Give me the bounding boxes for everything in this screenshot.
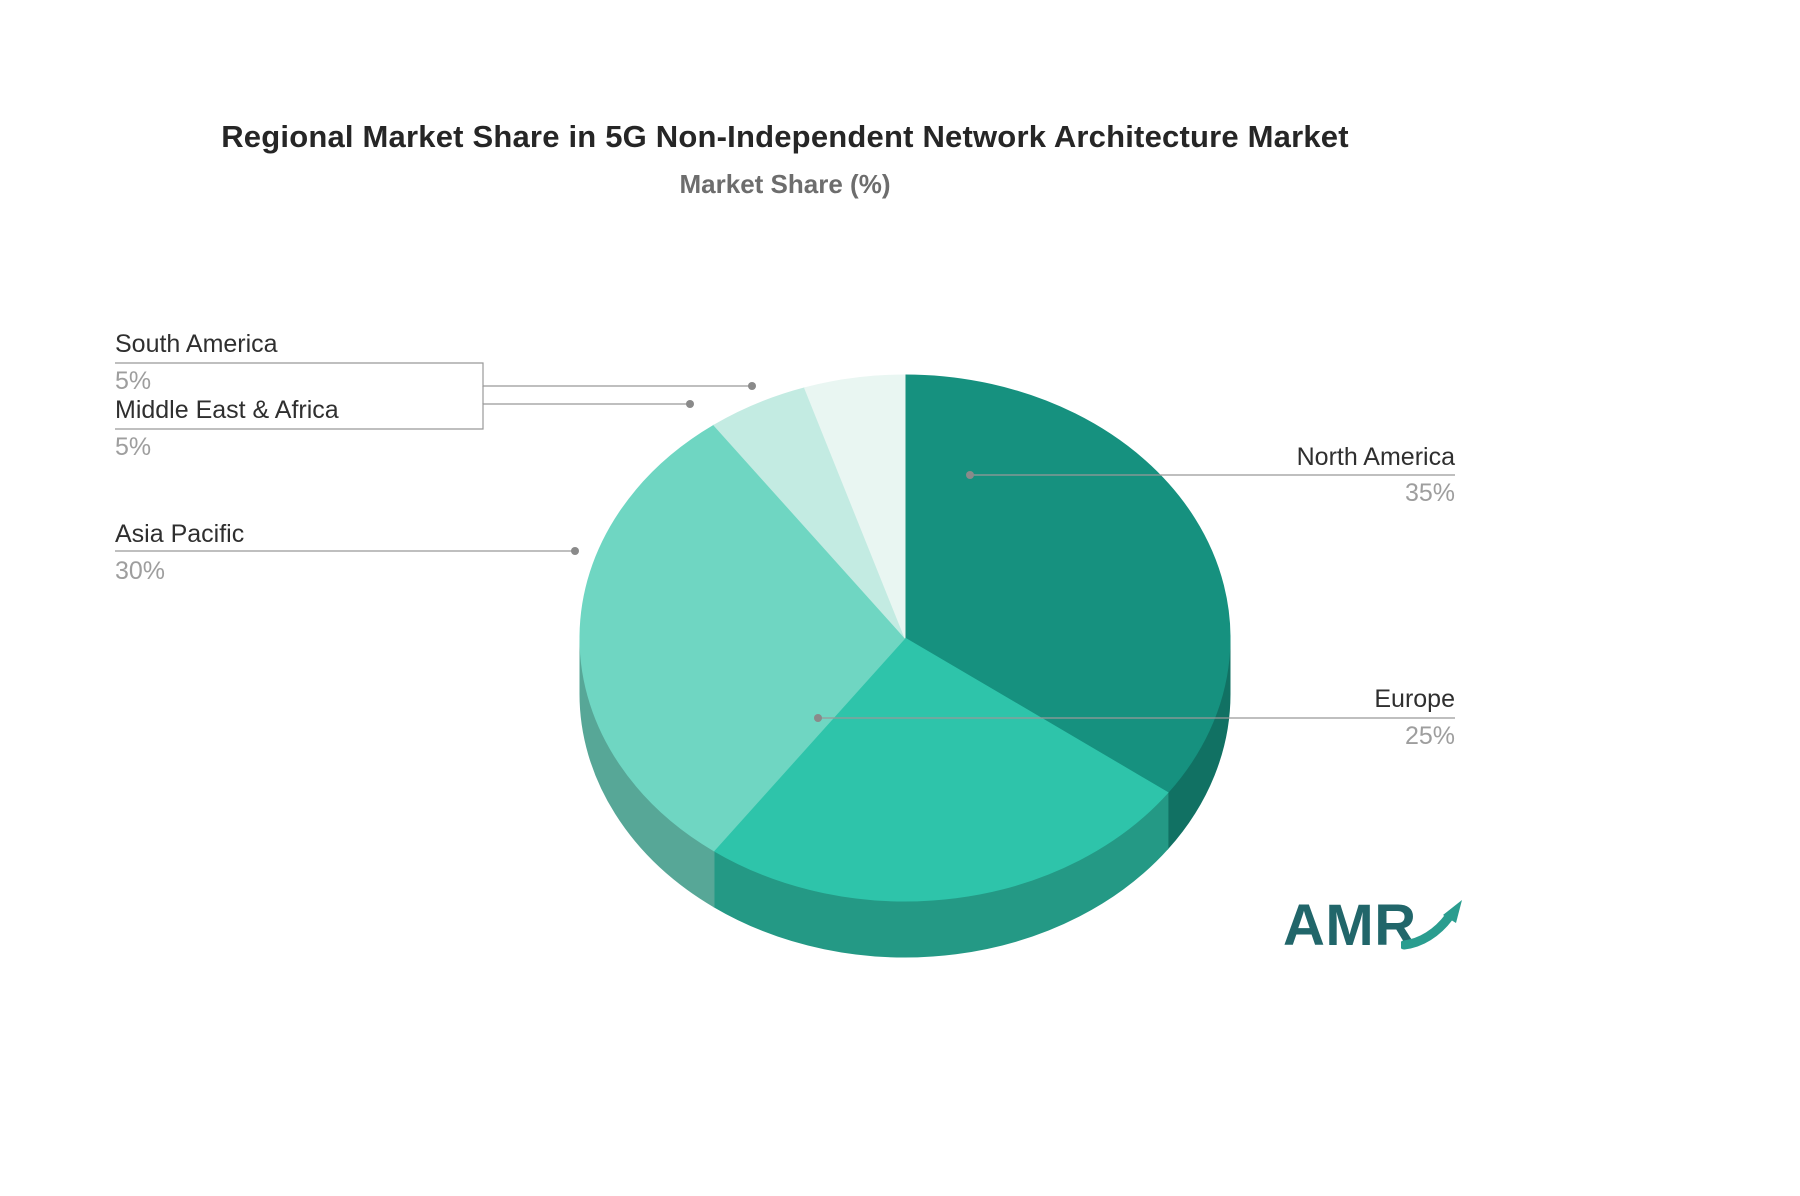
slice-value-south-america: 5% [115,367,152,395]
leader-dot-south-america [748,382,756,390]
slice-label-north-america: North America [1296,443,1455,471]
amr-logo-text: AMR [1283,893,1417,958]
chart-title: Regional Market Share in 5G Non-Independ… [221,119,1349,154]
slice-value-europe: 25% [1404,722,1455,750]
pie-slice-europe [713,637,1169,902]
pie-slice-asia-pacific [579,424,906,852]
slice-label-asia-pacific: Asia Pacific [115,520,245,548]
leader-line-middle-east-africa [115,403,690,430]
slice-label-europe: Europe [1374,685,1455,713]
leader-dot-asia-pacific [571,547,579,555]
slice-label-middle-east-africa: Middle East & Africa [115,396,339,424]
leader-dot-europe [814,714,822,722]
leader-dot-north-america [966,471,974,479]
growth-arrow-icon [1400,900,1462,950]
pie-slice-south-america [803,374,906,639]
pie-slice-north-america [904,374,1231,794]
slice-value-north-america: 35% [1404,479,1455,507]
slice-value-middle-east-africa: 5% [115,433,152,461]
amr-logo: AMR [1283,897,1463,955]
slice-label-south-america: South America [115,330,278,358]
leader-line-south-america [115,362,752,387]
leader-dot-middle-east-africa [686,400,694,408]
chart-subtitle: Market Share (%) [679,169,891,199]
slice-value-asia-pacific: 30% [115,557,166,585]
